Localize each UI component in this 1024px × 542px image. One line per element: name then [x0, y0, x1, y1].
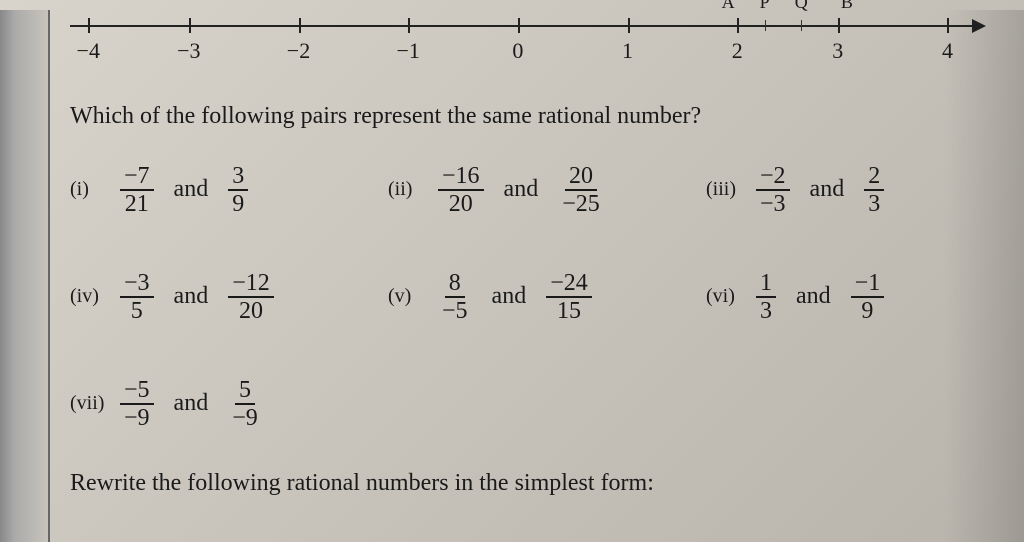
numerator: −16 — [438, 164, 484, 191]
denominator: 21 — [121, 191, 153, 216]
option-roman: (vii) — [70, 392, 106, 415]
tick-mark — [408, 18, 410, 33]
tick-label: −2 — [287, 38, 310, 64]
denominator: 15 — [553, 298, 585, 323]
numerator: −5 — [120, 378, 154, 405]
fraction: −1220 — [228, 271, 274, 323]
denominator: 3 — [756, 298, 776, 323]
fraction: −721 — [120, 164, 154, 216]
and-text: and — [174, 176, 209, 203]
point-letter: B — [841, 0, 853, 13]
tick-label: 3 — [832, 38, 843, 64]
option-item: (vii)−5−9and5−9 — [70, 378, 348, 430]
denominator: 20 — [445, 191, 477, 216]
option-roman: (vi) — [706, 285, 742, 308]
tick-mark — [88, 18, 90, 33]
numerator: −7 — [120, 164, 154, 191]
option-roman: (ii) — [388, 178, 424, 201]
fraction: −19 — [851, 271, 885, 323]
tick-mark — [518, 18, 520, 33]
binding-marks — [8, 20, 38, 532]
fraction: −35 — [120, 271, 154, 323]
fraction: −2415 — [546, 271, 592, 323]
fraction: 13 — [756, 271, 776, 323]
fraction: 8−5 — [438, 271, 472, 323]
fraction: 20−25 — [558, 164, 604, 216]
numerator: 2 — [864, 164, 884, 191]
fraction: 39 — [228, 164, 248, 216]
tick-label: −1 — [396, 38, 419, 64]
denominator: −3 — [756, 191, 790, 216]
denominator: −9 — [120, 405, 154, 430]
numerator: 5 — [235, 378, 255, 405]
option-item: (iii) −2−3 and 23 — [706, 164, 984, 216]
option-item: (ii)−1620and20−25 — [388, 164, 666, 216]
numerator: −1 — [851, 271, 885, 298]
fraction: 5−9 — [228, 378, 262, 430]
fraction: −2−3 — [756, 164, 790, 216]
numerator: 3 — [228, 164, 248, 191]
numerator: −24 — [546, 271, 592, 298]
numerator: −3 — [120, 271, 154, 298]
page-content: −4−3−2−101234APQB Which of the following… — [0, 10, 1024, 497]
denominator: −25 — [558, 191, 604, 216]
option-roman: (iv) — [70, 285, 106, 308]
point-letter: Q — [795, 0, 808, 13]
options-grid: (i)−721and39(ii)−1620and20−25(iii)−2−3an… — [70, 164, 984, 430]
tick-label: −3 — [177, 38, 200, 64]
page-binding-edge — [0, 10, 50, 542]
numerator: −12 — [228, 271, 274, 298]
numerator: 1 — [756, 271, 776, 298]
tick-mark — [947, 18, 949, 33]
option-item: (iv) −35 and −1220 — [70, 271, 348, 323]
option-item: (v) 8−5 and −2415 — [388, 271, 666, 323]
denominator: −5 — [438, 298, 472, 323]
fraction: −1620 — [438, 164, 484, 216]
denominator: −9 — [228, 405, 262, 430]
numerator: 20 — [565, 164, 597, 191]
denominator: 9 — [228, 191, 248, 216]
number-line-axis — [70, 25, 984, 27]
tick-mark — [838, 18, 840, 33]
tick-label: 4 — [942, 38, 953, 64]
tick-label: 1 — [622, 38, 633, 64]
option-roman: (i) — [70, 178, 106, 201]
option-item: (vi) 13 and −19 — [706, 271, 984, 323]
next-question-text: Rewrite the following rational numbers i… — [70, 470, 984, 497]
option-roman: (iii) — [706, 178, 742, 201]
tick-mark — [737, 18, 739, 33]
tick-mark — [299, 18, 301, 33]
and-text: and — [504, 176, 539, 203]
tick-mark-small — [801, 20, 802, 31]
tick-mark-small — [765, 20, 766, 31]
denominator: 20 — [235, 298, 267, 323]
and-text: and — [174, 283, 209, 310]
denominator: 9 — [857, 298, 877, 323]
question-text: Which of the following pairs represent t… — [70, 100, 984, 134]
denominator: 5 — [127, 298, 147, 323]
tick-label: 2 — [732, 38, 743, 64]
numerator: −2 — [756, 164, 790, 191]
point-letter: P — [760, 0, 770, 13]
option-item: (i) −721 and 39 — [70, 164, 348, 216]
tick-mark — [189, 18, 191, 33]
number-line: −4−3−2−101234APQB — [70, 10, 984, 70]
tick-label: −4 — [77, 38, 100, 64]
and-text: and — [492, 283, 527, 310]
and-text: and — [174, 390, 209, 417]
tick-label: 0 — [512, 38, 523, 64]
tick-mark — [628, 18, 630, 33]
fraction: −5−9 — [120, 378, 154, 430]
numerator: 8 — [445, 271, 465, 298]
denominator: 3 — [864, 191, 884, 216]
fraction: 23 — [864, 164, 884, 216]
point-letter: A — [722, 0, 735, 13]
axis-arrow-icon — [972, 19, 986, 33]
option-roman: (v) — [388, 285, 424, 308]
and-text: and — [810, 176, 845, 203]
and-text: and — [796, 283, 831, 310]
